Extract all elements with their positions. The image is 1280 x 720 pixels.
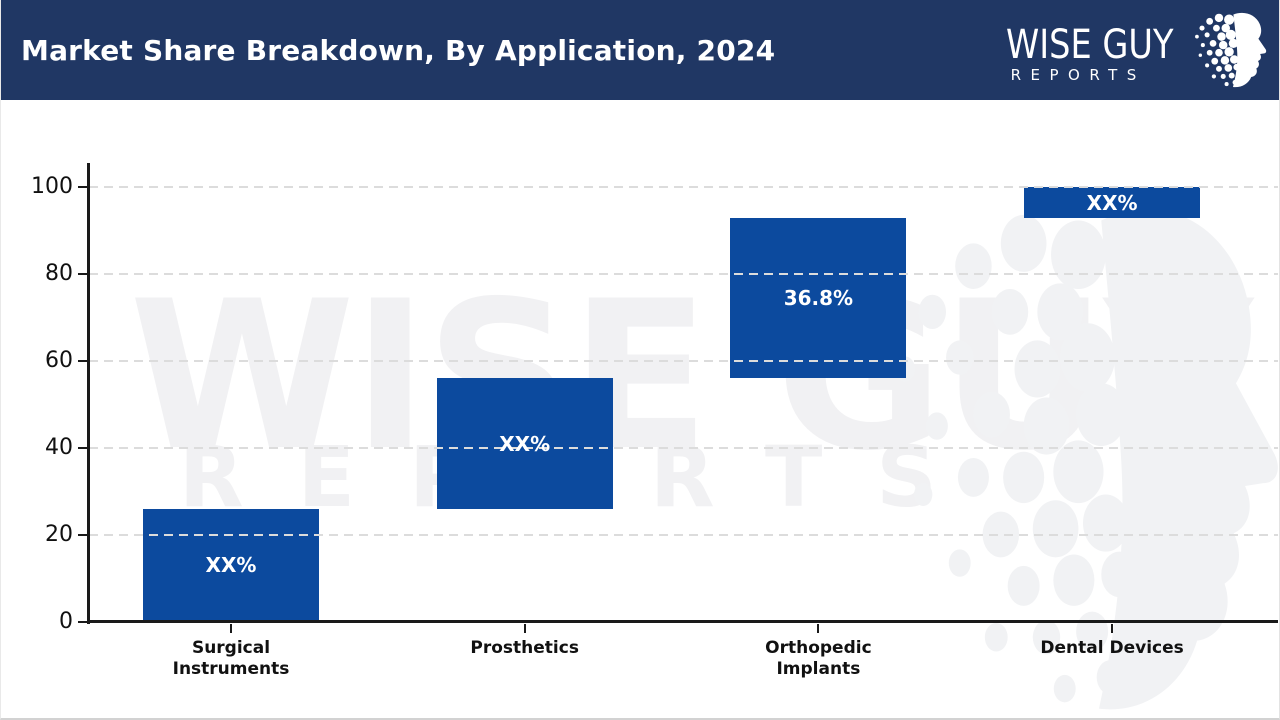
gridline [89, 186, 1278, 188]
logo-text: WISE GUY REPORTS [1006, 24, 1205, 84]
header: Market Share Breakdown, By Application, … [1, 0, 1279, 100]
y-tick-mark [78, 360, 87, 362]
x-category-label: Dental Devices [1040, 638, 1184, 658]
y-tick-mark [78, 186, 87, 188]
y-tick-label: 100 [31, 174, 73, 199]
bar [436, 378, 613, 509]
plot-area: 0 20 40 60 80 100 XX% Surgical Instruments XX% Pr… [1, 100, 1279, 718]
gridline [89, 447, 1278, 449]
x-tick-mark [1111, 624, 1114, 633]
y-axis-line [87, 163, 90, 624]
x-tick-mark [523, 624, 526, 633]
page-title: Market Share Breakdown, By Application, … [21, 33, 776, 67]
y-tick-mark [78, 621, 87, 623]
y-tick-label: 80 [45, 261, 73, 286]
bar-value-label: XX% [499, 431, 551, 456]
bar-value-label: XX% [1086, 190, 1138, 215]
logo: WISE GUY REPORTS [1006, 2, 1269, 94]
bar [1024, 187, 1201, 219]
y-tick-mark [78, 273, 87, 275]
logo-reports-text: REPORTS [1010, 66, 1146, 84]
gridline [89, 273, 1278, 275]
x-category-label: Orthopedic Implants [765, 638, 872, 679]
y-tick-mark [78, 447, 87, 449]
y-tick-label: 0 [59, 609, 73, 634]
x-tick-mark [817, 624, 820, 633]
x-category-label: Prosthetics [470, 638, 579, 658]
y-tick-label: 40 [45, 435, 73, 460]
y-tick-mark [78, 534, 87, 536]
bar-value-label: 36.8% [783, 286, 854, 311]
bar-value-label: XX% [205, 553, 257, 578]
bar [143, 508, 319, 622]
bar [730, 218, 907, 379]
y-tick-label: 60 [45, 348, 73, 373]
gridline [89, 534, 1278, 536]
gridline [89, 360, 1278, 362]
logo-wordmark: WISE GUY [1005, 22, 1174, 68]
x-category-label: Surgical Instruments [172, 638, 290, 679]
x-axis-line [87, 620, 1278, 623]
x-tick-mark [230, 624, 232, 633]
logo-face-icon [1195, 12, 1267, 88]
y-tick-label: 20 [45, 522, 73, 547]
